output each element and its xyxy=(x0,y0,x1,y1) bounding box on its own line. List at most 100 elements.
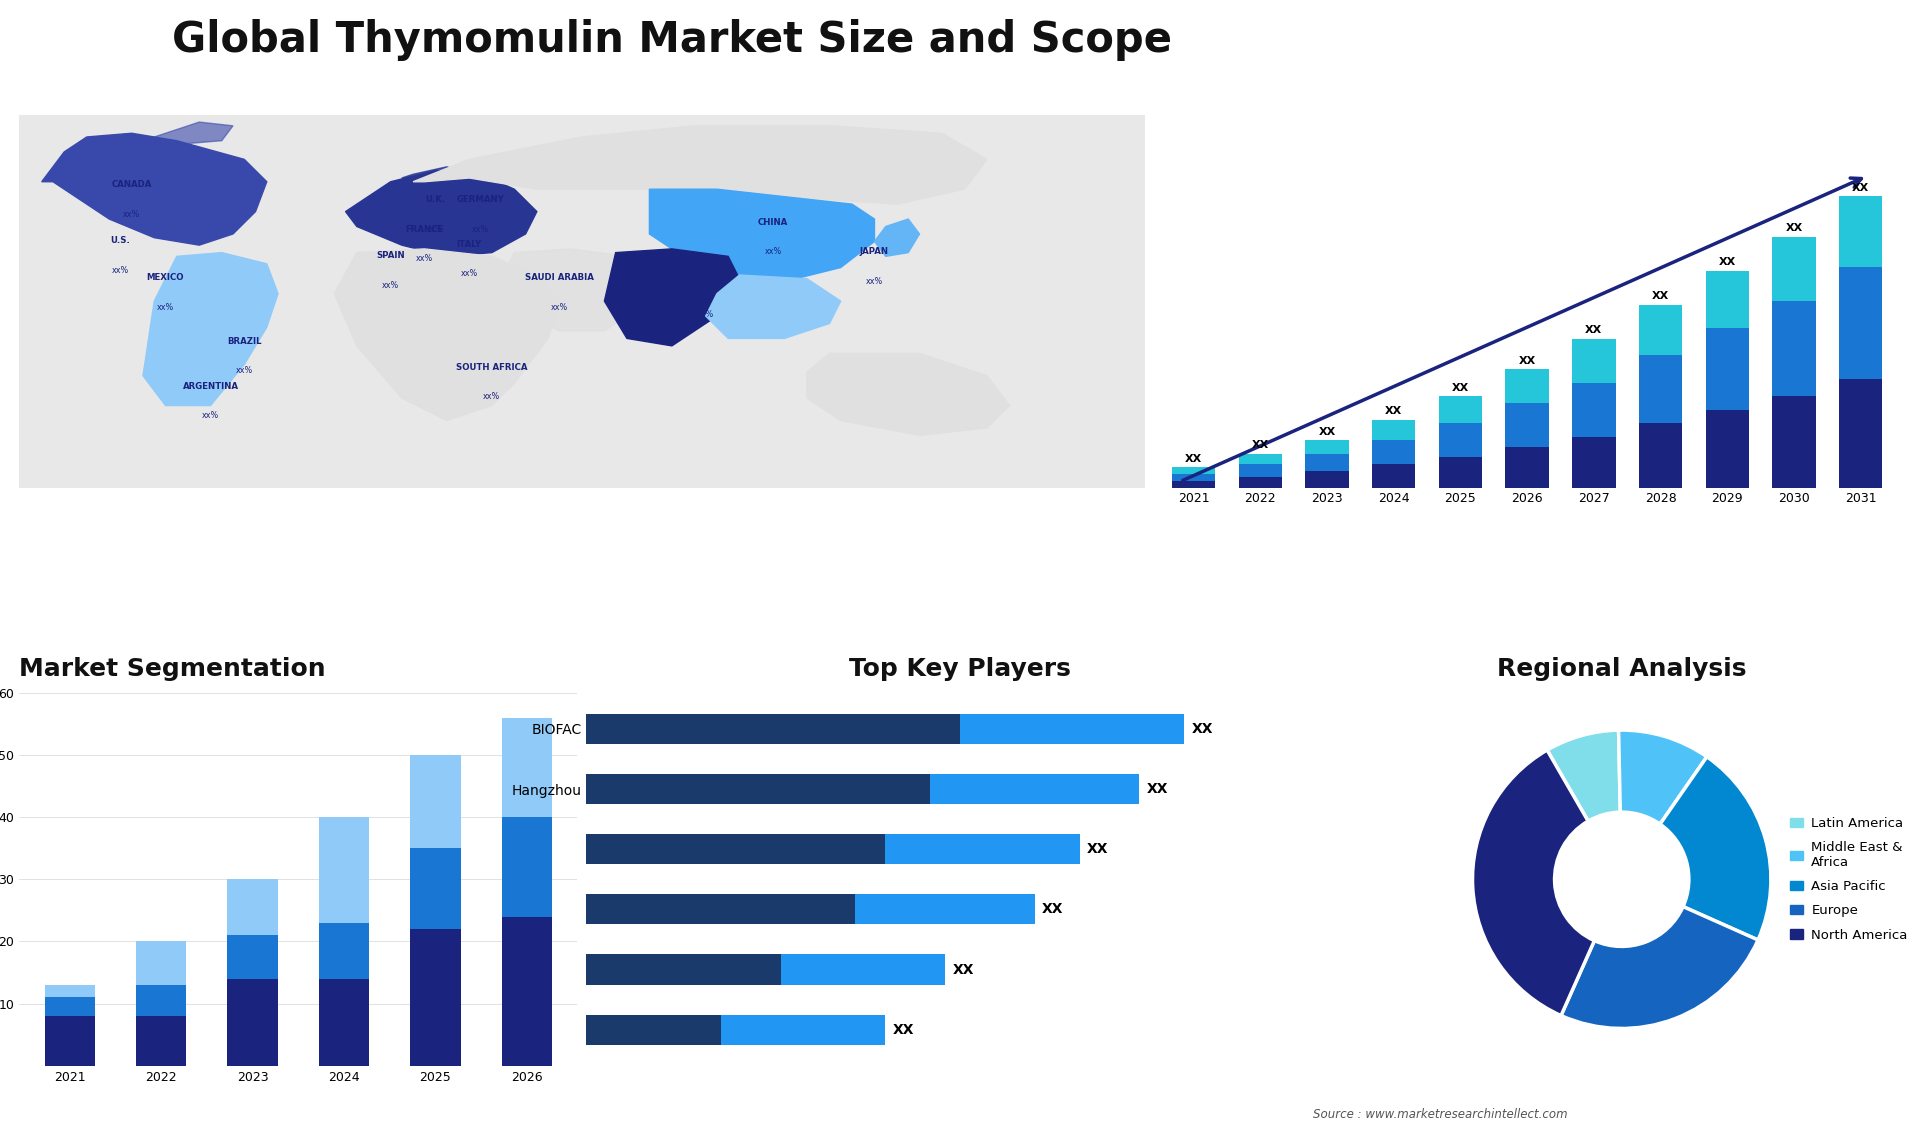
Bar xyxy=(1505,447,1549,487)
Text: CANADA: CANADA xyxy=(111,180,152,189)
Text: JAPAN: JAPAN xyxy=(860,248,889,257)
Bar xyxy=(1438,397,1482,423)
Text: XX: XX xyxy=(1786,223,1803,234)
Polygon shape xyxy=(142,252,278,406)
Text: xx%: xx% xyxy=(472,225,490,234)
Bar xyxy=(1171,474,1215,481)
Text: Global Thymomulin Market Size and Scope: Global Thymomulin Market Size and Scope xyxy=(173,19,1171,61)
Text: ITALY: ITALY xyxy=(457,240,482,249)
Text: INDIA: INDIA xyxy=(691,281,720,290)
Bar xyxy=(1238,454,1283,464)
Text: xx%: xx% xyxy=(461,269,478,278)
Bar xyxy=(586,714,960,744)
Text: XX: XX xyxy=(1185,454,1202,464)
Bar xyxy=(411,848,461,929)
Polygon shape xyxy=(346,171,538,257)
Bar xyxy=(1839,379,1882,487)
Bar xyxy=(1705,409,1749,487)
Bar xyxy=(586,774,929,804)
Bar xyxy=(1772,397,1816,487)
Bar xyxy=(227,935,278,979)
Bar xyxy=(1572,338,1615,383)
Text: GERMANY: GERMANY xyxy=(457,195,505,204)
Text: XX: XX xyxy=(1519,355,1536,366)
Bar xyxy=(586,894,856,925)
Text: xx%: xx% xyxy=(764,248,781,256)
Polygon shape xyxy=(42,133,267,245)
Legend: Latin America, Middle East &
Africa, Asia Pacific, Europe, North America: Latin America, Middle East & Africa, Asi… xyxy=(1786,811,1912,947)
Bar xyxy=(1306,471,1348,487)
Bar xyxy=(1839,267,1882,379)
Bar xyxy=(319,817,369,923)
Text: XX: XX xyxy=(1651,291,1668,301)
Text: SPAIN: SPAIN xyxy=(376,251,405,260)
Polygon shape xyxy=(1672,21,1755,96)
Wedge shape xyxy=(1619,730,1707,824)
Bar xyxy=(929,774,1139,804)
Bar xyxy=(856,894,1035,925)
Bar xyxy=(319,979,369,1066)
Bar xyxy=(1505,369,1549,403)
Text: xx%: xx% xyxy=(417,254,432,264)
Bar xyxy=(1640,305,1682,355)
Bar xyxy=(1171,481,1215,487)
Text: XX: XX xyxy=(1252,440,1269,450)
Polygon shape xyxy=(649,189,874,278)
FancyBboxPatch shape xyxy=(19,115,1144,487)
Polygon shape xyxy=(503,249,649,331)
Text: XX: XX xyxy=(1853,183,1870,193)
Bar xyxy=(411,929,461,1066)
Polygon shape xyxy=(413,126,987,204)
Text: Source : www.marketresearchintellect.com: Source : www.marketresearchintellect.com xyxy=(1313,1108,1567,1121)
Text: xx%: xx% xyxy=(697,311,714,320)
Bar xyxy=(1238,464,1283,478)
Bar xyxy=(1772,237,1816,301)
Bar xyxy=(227,879,278,935)
Bar xyxy=(44,984,94,997)
Title: Regional Analysis: Regional Analysis xyxy=(1498,657,1747,681)
Text: XX: XX xyxy=(1718,258,1736,267)
Bar xyxy=(1705,329,1749,409)
Legend: Type, Application, Geography: Type, Application, Geography xyxy=(601,692,712,770)
Bar xyxy=(1772,301,1816,397)
Bar xyxy=(1373,440,1415,464)
Bar xyxy=(960,714,1185,744)
Bar xyxy=(1705,270,1749,329)
Text: SAUDI ARABIA: SAUDI ARABIA xyxy=(524,274,593,282)
Bar xyxy=(411,755,461,848)
Text: XX: XX xyxy=(893,1022,914,1037)
Text: XX: XX xyxy=(1146,782,1167,796)
Text: MARKET
RESEARCH
INTELLECT: MARKET RESEARCH INTELLECT xyxy=(1768,34,1832,72)
Polygon shape xyxy=(401,167,468,189)
Text: XX: XX xyxy=(1384,407,1402,416)
Bar xyxy=(44,997,94,1017)
Text: XX: XX xyxy=(1192,722,1213,736)
Text: BRAZIL: BRAZIL xyxy=(227,337,261,346)
Text: XX: XX xyxy=(1043,902,1064,917)
Text: XX: XX xyxy=(1319,426,1336,437)
Bar xyxy=(1171,468,1215,474)
Text: xx%: xx% xyxy=(551,303,568,312)
Bar xyxy=(136,984,186,1017)
Bar xyxy=(781,955,945,984)
Circle shape xyxy=(1555,813,1690,947)
Bar xyxy=(1373,464,1415,487)
Bar xyxy=(44,1017,94,1066)
Title: Top Key Players: Top Key Players xyxy=(849,657,1071,681)
Bar xyxy=(586,834,885,864)
Polygon shape xyxy=(707,275,841,338)
Bar xyxy=(501,817,553,917)
Bar xyxy=(1373,419,1415,440)
Text: FRANCE: FRANCE xyxy=(405,225,444,234)
Bar xyxy=(586,955,781,984)
Bar xyxy=(1306,440,1348,454)
Text: XX: XX xyxy=(1452,383,1469,393)
Text: xx%: xx% xyxy=(157,303,175,312)
Bar xyxy=(1572,437,1615,487)
Text: SOUTH AFRICA: SOUTH AFRICA xyxy=(457,363,528,372)
Text: ARGENTINA: ARGENTINA xyxy=(182,382,238,391)
Text: xx%: xx% xyxy=(111,266,129,275)
Bar xyxy=(1438,423,1482,457)
Text: xx%: xx% xyxy=(426,225,444,234)
Text: xx%: xx% xyxy=(484,392,501,401)
